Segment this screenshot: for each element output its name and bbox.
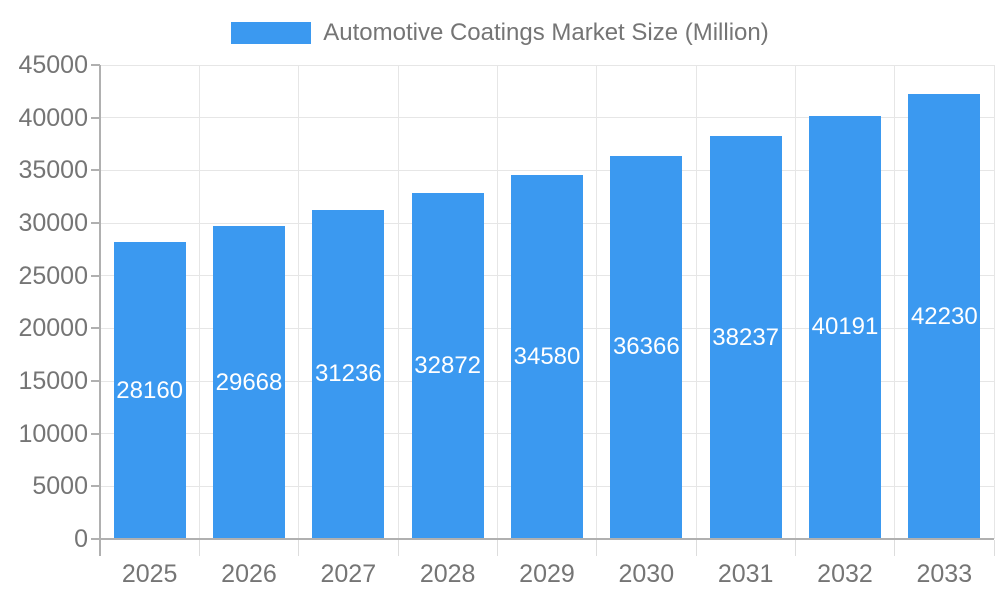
- x-axis-tick: [695, 540, 697, 556]
- y-axis-tick: [91, 274, 100, 277]
- y-axis-tick: [91, 432, 100, 435]
- y-axis-tick: [91, 327, 100, 330]
- x-axis-tick-label: 2026: [221, 560, 277, 588]
- x-axis-tick-label: 2028: [419, 560, 476, 588]
- gridline: [100, 64, 994, 66]
- legend-swatch: [231, 22, 312, 44]
- y-axis-tick: [91, 116, 100, 119]
- gridline: [100, 117, 994, 119]
- x-axis-line: [100, 538, 994, 540]
- y-axis-tick: [91, 485, 100, 488]
- y-axis-tick-label: 35000: [18, 156, 88, 185]
- x-axis-tick: [198, 540, 200, 556]
- bar[interactable]: [213, 226, 285, 539]
- y-axis-tick: [91, 380, 100, 382]
- bar[interactable]: [411, 192, 484, 539]
- x-axis-tick-label: 2031: [717, 560, 774, 588]
- x-axis-tick-label: 2030: [618, 560, 675, 588]
- x-axis-tick-label: 2029: [519, 560, 575, 588]
- y-axis-line: [99, 65, 101, 556]
- x-axis-tick: [894, 540, 896, 556]
- y-axis-tick-label: 20000: [18, 314, 88, 343]
- category-separator: [695, 65, 697, 539]
- legend-item[interactable]: Automotive Coatings Market Size (Million…: [0, 19, 1000, 47]
- x-axis-tick-label: 2032: [817, 560, 873, 588]
- legend-label: Automotive Coatings Market Size (Million…: [323, 19, 769, 46]
- x-axis-tick: [794, 540, 796, 556]
- x-axis-tick: [496, 540, 498, 556]
- category-separator: [496, 65, 498, 539]
- category-separator: [794, 65, 796, 539]
- bar[interactable]: [709, 136, 782, 539]
- y-axis-tick-label: 45000: [18, 51, 88, 79]
- y-axis-tick: [91, 169, 100, 172]
- y-axis-tick-label: 30000: [18, 209, 88, 237]
- category-separator: [596, 65, 598, 539]
- category-separator: [993, 65, 995, 539]
- x-axis-tick: [993, 540, 995, 556]
- bar[interactable]: [511, 174, 583, 539]
- x-axis-tick: [596, 540, 598, 556]
- gridline: [100, 169, 994, 171]
- y-axis-tick-label: 25000: [18, 261, 88, 290]
- bar[interactable]: [610, 155, 683, 539]
- bar[interactable]: [113, 242, 186, 539]
- y-axis-tick-label: 5000: [32, 472, 88, 501]
- y-axis-tick: [91, 64, 100, 66]
- y-axis-tick: [91, 222, 100, 224]
- y-axis-tick: [91, 538, 100, 540]
- category-separator: [397, 65, 399, 539]
- y-axis-tick-label: 10000: [18, 419, 88, 448]
- category-separator: [894, 65, 896, 539]
- y-axis-tick-label: 15000: [18, 367, 88, 395]
- x-axis-tick-label: 2027: [320, 560, 377, 588]
- y-axis-tick-label: 40000: [18, 103, 88, 132]
- bar[interactable]: [312, 209, 385, 539]
- bar[interactable]: [908, 94, 981, 539]
- x-axis-tick-label: 2033: [916, 560, 973, 588]
- category-separator: [198, 65, 200, 539]
- x-axis-tick: [397, 540, 399, 556]
- category-separator: [298, 65, 300, 539]
- x-axis-tick-label: 2025: [121, 560, 178, 588]
- y-axis-tick-label: 0: [74, 525, 88, 553]
- x-axis-tick: [298, 540, 300, 556]
- bar[interactable]: [809, 115, 881, 539]
